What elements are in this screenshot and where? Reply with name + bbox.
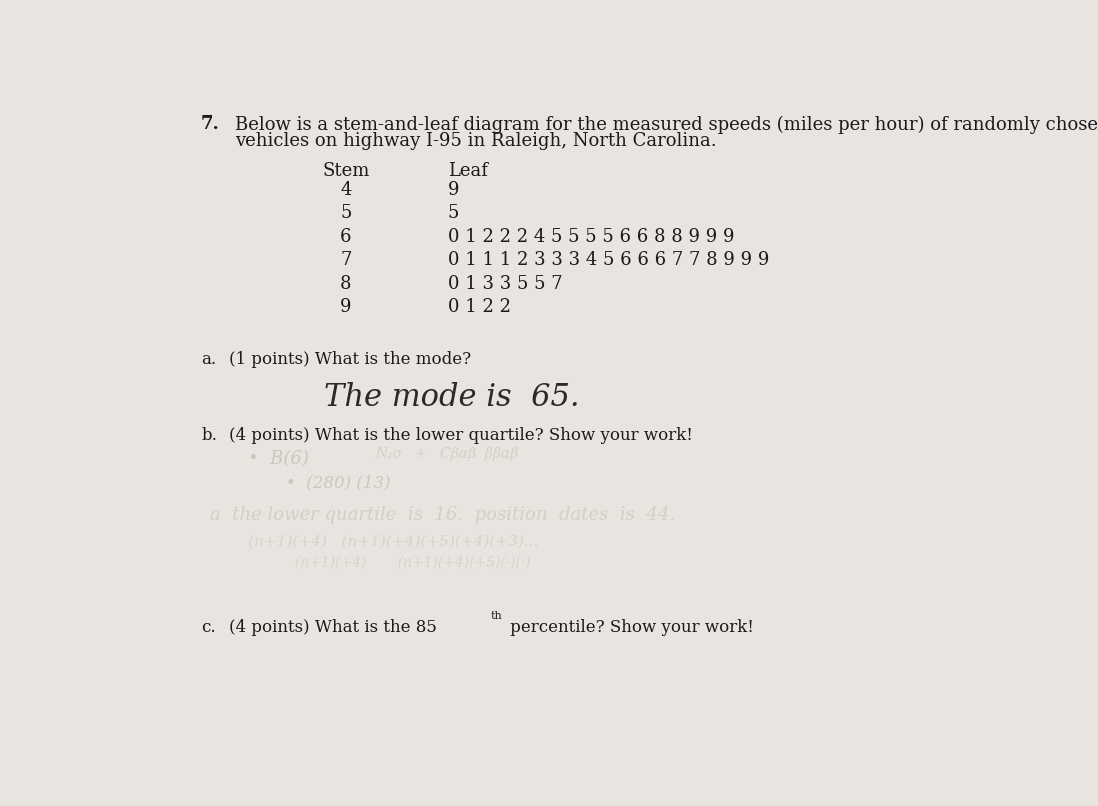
Text: (n+1)(+4⁠)     (n+1)(+4⁠)(+5⁠)(·)(·): (n+1)(+4⁠) (n+1)(+4⁠)(+5⁠)(·)(·) (294, 556, 530, 570)
Text: N₂σ   +   Cβαβ  ββαβ: N₂σ + Cβαβ ββαβ (376, 447, 518, 461)
Text: vehicles on highway I-95 in Raleigh, North Carolina.: vehicles on highway I-95 in Raleigh, Nor… (235, 132, 717, 150)
Text: Leaf: Leaf (448, 162, 488, 180)
Text: a  the lower quartile  is  16.  position  dates  is  44.: a the lower quartile is 16. position dat… (210, 506, 674, 525)
Text: •  (280) (13): • (280) (13) (287, 474, 391, 491)
Text: Stem: Stem (322, 162, 369, 180)
Text: •  Β(6): • Β(6) (248, 451, 309, 468)
Text: The mode is  65.: The mode is 65. (325, 382, 580, 413)
Text: Below is a stem-and-leaf diagram for the measured speeds (miles per hour) of ran: Below is a stem-and-leaf diagram for the… (235, 115, 1098, 134)
Text: (4 points) What is the 85: (4 points) What is the 85 (229, 619, 437, 636)
Text: 9: 9 (340, 298, 351, 317)
Text: th: th (491, 611, 502, 621)
Text: 8: 8 (340, 275, 351, 293)
Text: 9: 9 (448, 181, 459, 198)
Text: (4 points) What is the lower quartile? Show your work!: (4 points) What is the lower quartile? S… (229, 427, 693, 444)
Text: 7.: 7. (201, 115, 220, 133)
Text: (1 points) What is the mode?: (1 points) What is the mode? (229, 351, 471, 368)
Text: percentile? Show your work!: percentile? Show your work! (505, 619, 753, 636)
Text: 6: 6 (340, 227, 351, 246)
Text: b.: b. (201, 427, 217, 444)
Text: 5: 5 (448, 204, 459, 222)
Text: 0 1 1 1 2 3 3 3 4 5 6 6 6 7 7 8 9 9 9: 0 1 1 1 2 3 3 3 4 5 6 6 6 7 7 8 9 9 9 (448, 251, 770, 269)
Text: c.: c. (201, 619, 215, 636)
Text: 5: 5 (340, 204, 351, 222)
Text: 0 1 2 2 2 4 5 5 5 5 6 6 8 8 9 9 9: 0 1 2 2 2 4 5 5 5 5 6 6 8 8 9 9 9 (448, 227, 735, 246)
Text: 0 1 3 3 5 5 7: 0 1 3 3 5 5 7 (448, 275, 562, 293)
Text: a.: a. (201, 351, 216, 368)
Text: (n+1)(+4)   (n+1)(+4)(+5)(+4)(+3)...: (n+1)(+4) (n+1)(+4)(+5)(+4)(+3)... (248, 534, 538, 548)
Text: 7: 7 (340, 251, 351, 269)
Text: 4: 4 (340, 181, 351, 198)
Text: 0 1 2 2: 0 1 2 2 (448, 298, 511, 317)
